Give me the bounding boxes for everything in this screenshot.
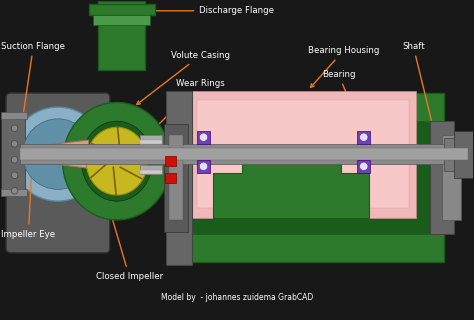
Circle shape	[199, 162, 208, 171]
Bar	[171, 121, 435, 234]
Bar	[357, 131, 370, 144]
FancyBboxPatch shape	[6, 93, 110, 253]
Polygon shape	[63, 102, 171, 220]
Bar	[197, 160, 210, 173]
Bar	[140, 170, 162, 174]
Bar	[1, 112, 27, 119]
Circle shape	[359, 162, 368, 171]
Bar	[357, 160, 370, 173]
Bar	[89, 4, 155, 15]
Bar	[171, 93, 444, 262]
Circle shape	[25, 147, 39, 161]
Polygon shape	[82, 121, 152, 201]
Text: Shaft: Shaft	[402, 42, 439, 150]
Bar	[165, 173, 176, 183]
Circle shape	[11, 107, 105, 201]
Bar	[197, 100, 409, 208]
Text: Volute Casing: Volute Casing	[137, 51, 230, 105]
Text: Seal: Seal	[172, 105, 201, 157]
Polygon shape	[86, 127, 147, 195]
Bar	[190, 91, 416, 218]
Bar	[164, 124, 188, 232]
Bar	[140, 140, 162, 144]
Bar	[140, 165, 162, 174]
Text: Impeller Eye: Impeller Eye	[1, 168, 55, 238]
Text: Wear Rings: Wear Rings	[151, 79, 225, 132]
Text: Bearing: Bearing	[322, 70, 363, 133]
Bar	[165, 156, 176, 166]
Bar	[197, 131, 210, 144]
Bar	[20, 144, 468, 164]
Bar	[1, 189, 27, 196]
Circle shape	[11, 172, 18, 179]
Text: Bearing Housing: Bearing Housing	[308, 46, 379, 87]
Circle shape	[11, 188, 18, 194]
Bar	[169, 135, 183, 220]
Text: Closed Impeller: Closed Impeller	[96, 198, 163, 281]
Bar	[1, 116, 25, 192]
Bar	[140, 135, 162, 144]
Bar	[98, 1, 145, 69]
Bar	[166, 91, 192, 265]
Circle shape	[11, 140, 18, 147]
Text: Seal Cover: Seal Cover	[189, 121, 246, 152]
Bar	[20, 148, 468, 160]
Circle shape	[199, 133, 208, 141]
Circle shape	[11, 125, 18, 132]
Bar	[454, 131, 473, 178]
Polygon shape	[30, 140, 89, 168]
Circle shape	[11, 156, 18, 163]
Circle shape	[359, 133, 368, 141]
Text: Suction Flange: Suction Flange	[1, 42, 65, 169]
Text: Model by  - johannes zuidema GrabCAD: Model by - johannes zuidema GrabCAD	[161, 293, 313, 302]
Bar	[93, 14, 150, 25]
Text: Discharge Flange: Discharge Flange	[126, 6, 274, 15]
Bar	[430, 121, 454, 234]
Circle shape	[23, 119, 93, 189]
Bar	[442, 135, 461, 220]
Polygon shape	[213, 154, 369, 218]
Bar	[444, 138, 468, 171]
